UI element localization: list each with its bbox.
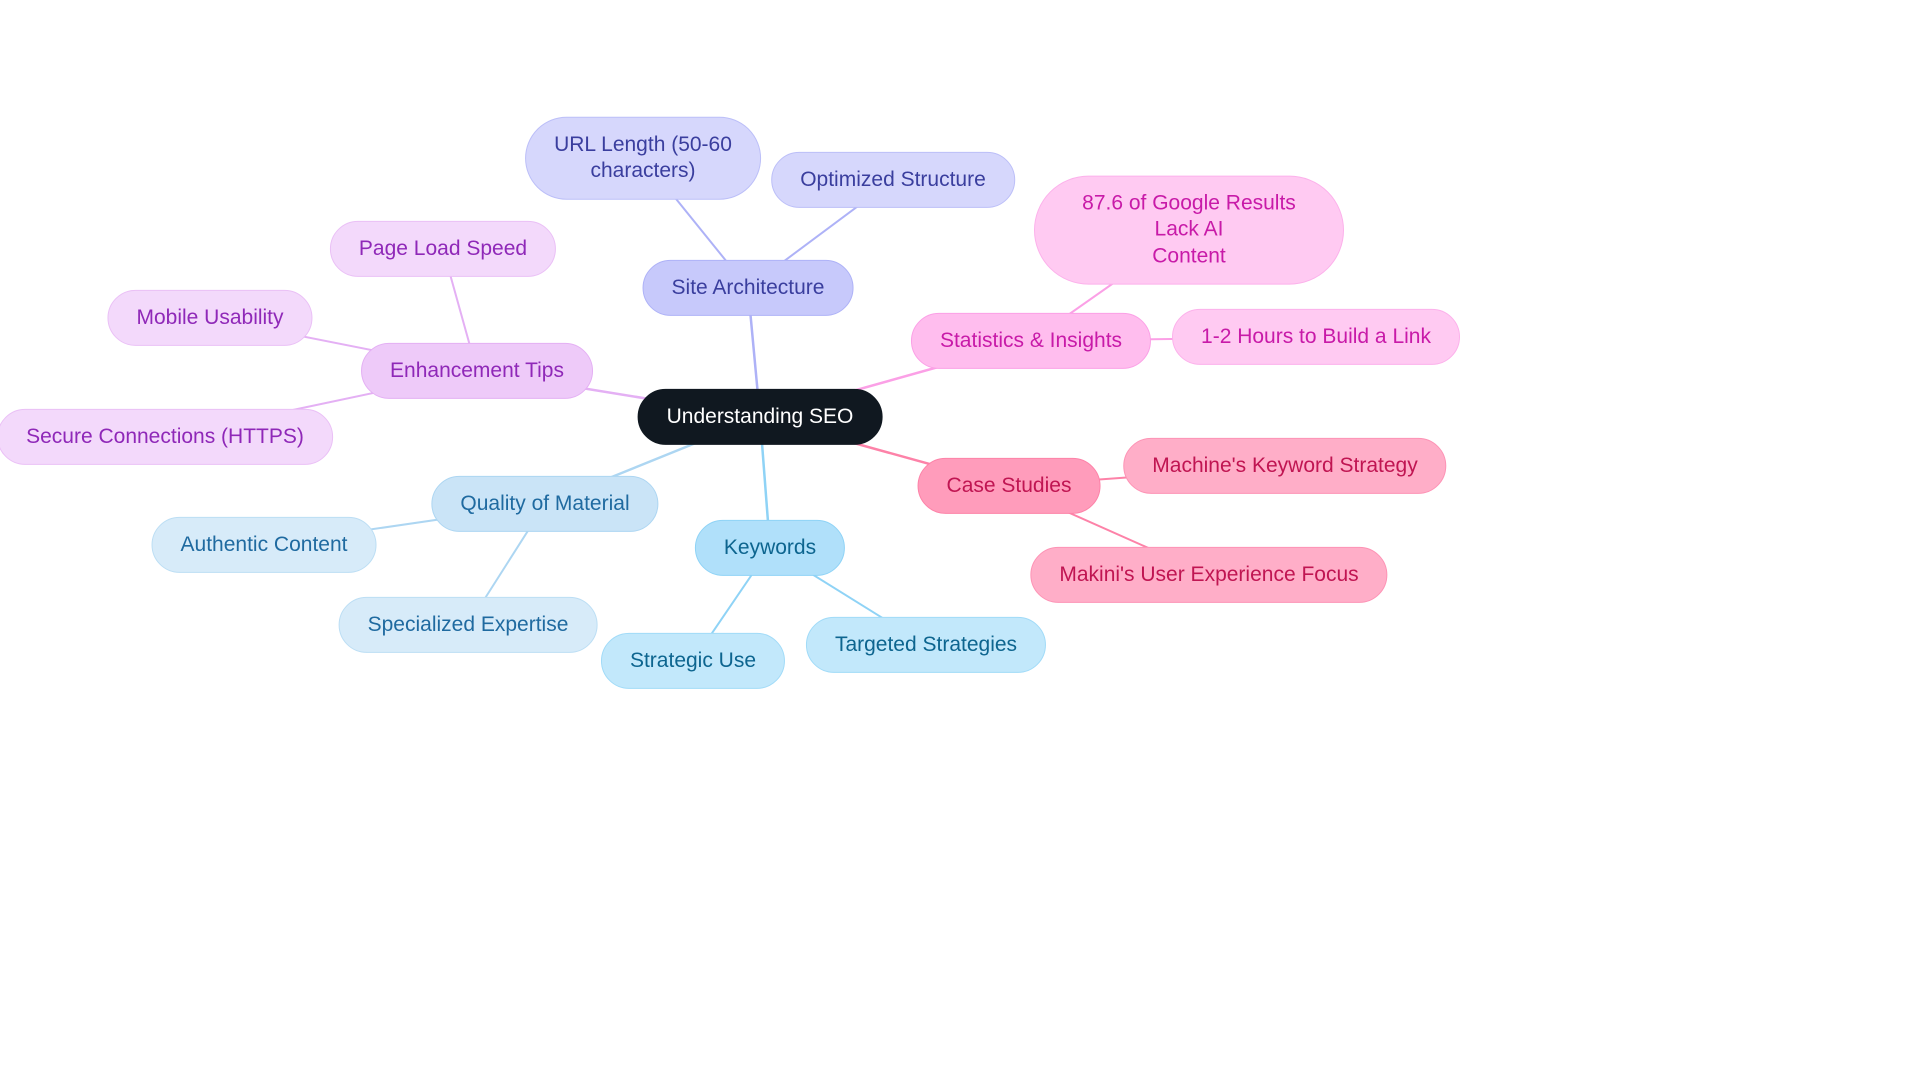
node-label: Understanding SEO (667, 405, 854, 428)
node-label: Keywords (724, 536, 816, 559)
node-label: URL Length (50-60 characters) (554, 133, 732, 182)
node-stats: Statistics & Insights (911, 313, 1151, 369)
node-https: Secure Connections (HTTPS) (0, 409, 333, 465)
node-label: Makini's User Experience Focus (1059, 563, 1358, 586)
node-targeted: Targeted Strategies (806, 617, 1046, 673)
node-authentic: Authentic Content (152, 517, 377, 573)
node-label: Secure Connections (HTTPS) (26, 425, 304, 448)
node-label: Targeted Strategies (835, 633, 1017, 656)
node-label: Strategic Use (630, 649, 756, 672)
node-opt-struct: Optimized Structure (771, 152, 1015, 208)
node-label: Site Architecture (672, 276, 825, 299)
node-mobile: Mobile Usability (107, 290, 312, 346)
node-strategic: Strategic Use (601, 633, 785, 689)
node-keywords: Keywords (695, 520, 845, 576)
node-center: Understanding SEO (638, 389, 883, 445)
node-link-time: 1-2 Hours to Build a Link (1172, 309, 1460, 365)
node-label: Statistics & Insights (940, 329, 1122, 352)
node-enhancement: Enhancement Tips (361, 343, 593, 399)
node-quality: Quality of Material (431, 476, 658, 532)
node-label: Quality of Material (460, 492, 629, 515)
node-url-len: URL Length (50-60 characters) (525, 117, 761, 200)
node-ai-content: 87.6 of Google Results Lack AI Content (1034, 176, 1344, 285)
node-site-arch: Site Architecture (643, 260, 854, 316)
node-makini: Makini's User Experience Focus (1030, 547, 1387, 603)
node-label: 1-2 Hours to Build a Link (1201, 325, 1431, 348)
node-load-speed: Page Load Speed (330, 221, 556, 277)
node-label: Optimized Structure (800, 168, 986, 191)
node-label: Machine's Keyword Strategy (1152, 454, 1417, 477)
node-case-studies: Case Studies (918, 458, 1101, 514)
node-label: Case Studies (947, 474, 1072, 497)
node-label: Mobile Usability (136, 306, 283, 329)
node-label: Enhancement Tips (390, 359, 564, 382)
mindmap-canvas: URL Length (50-60 characters) Optimized S… (0, 0, 1920, 1083)
node-specialized: Specialized Expertise (339, 597, 598, 653)
node-label: Authentic Content (181, 533, 348, 556)
node-label: Page Load Speed (359, 237, 527, 260)
node-label: Specialized Expertise (368, 613, 569, 636)
node-label: 87.6 of Google Results Lack AI Content (1082, 192, 1296, 268)
node-machine-kw: Machine's Keyword Strategy (1123, 438, 1446, 494)
